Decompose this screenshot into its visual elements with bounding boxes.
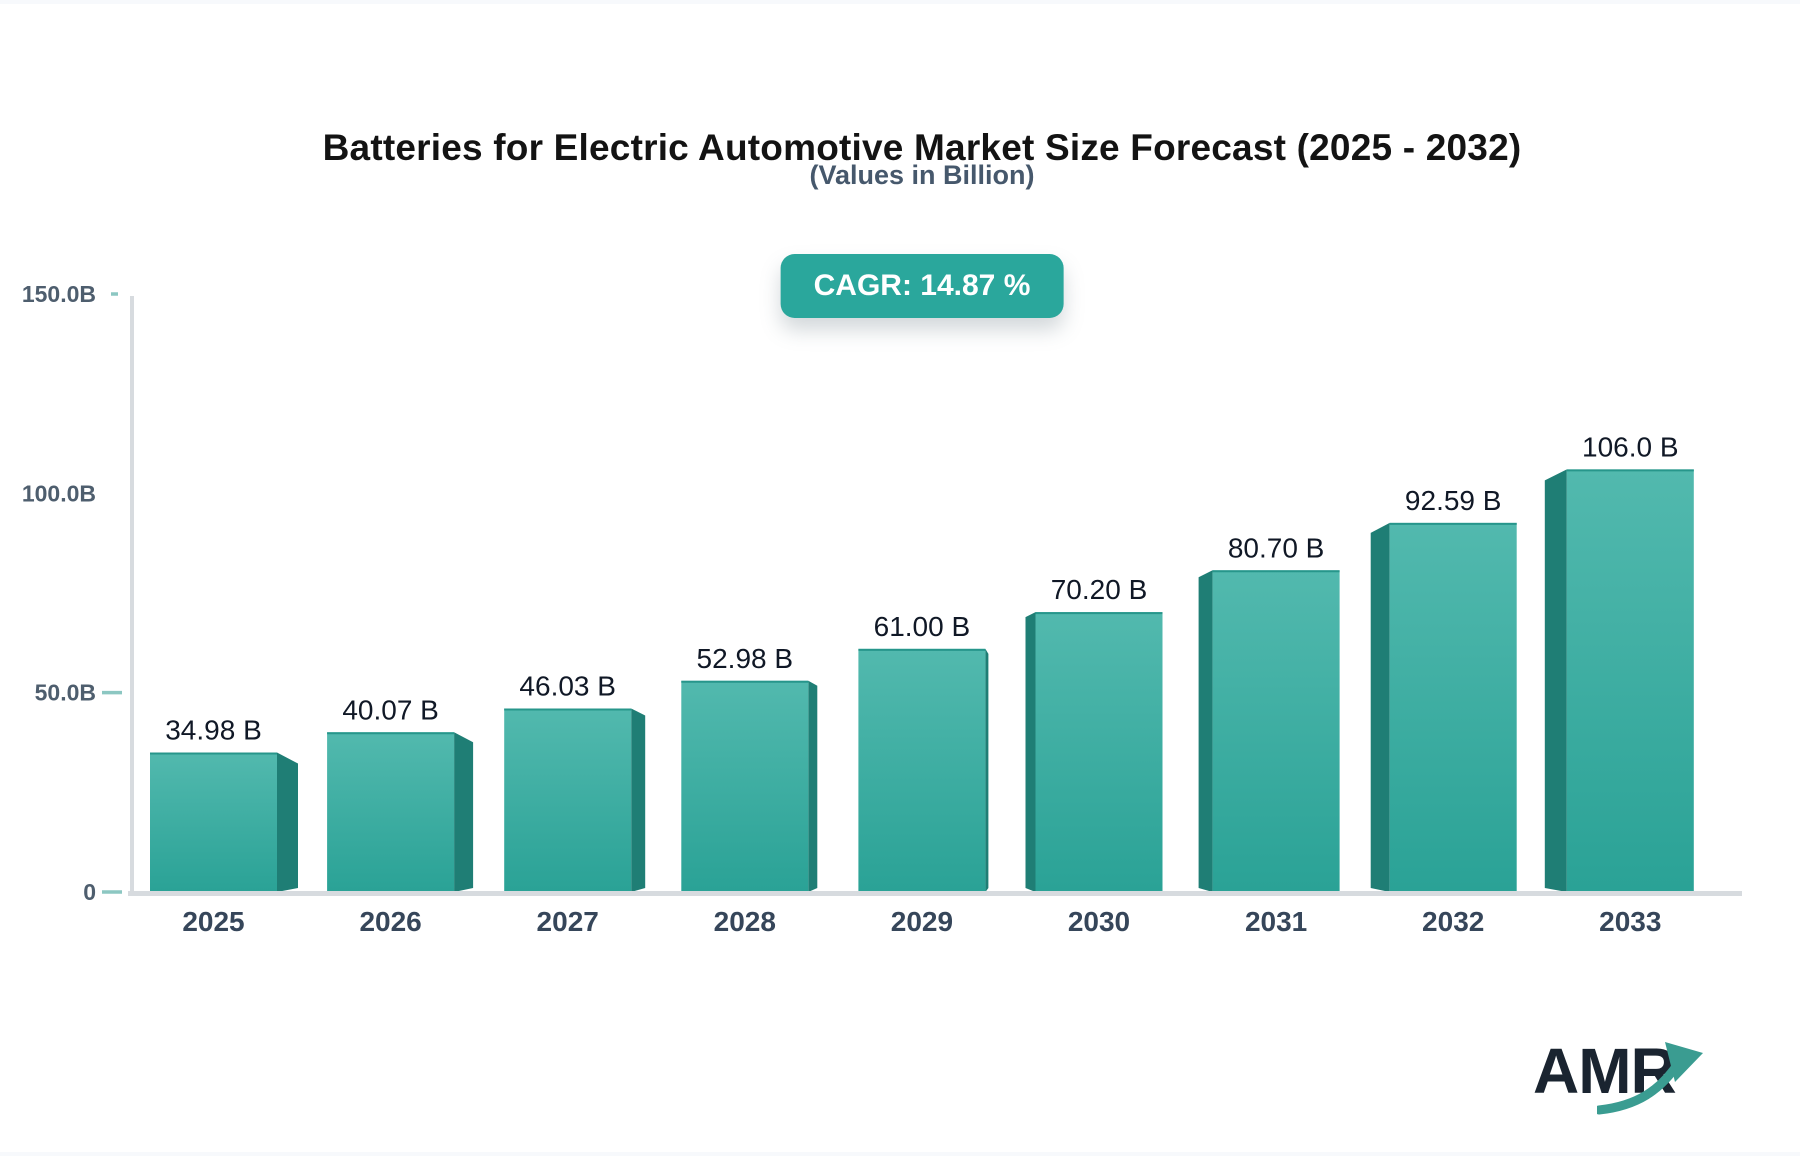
- chart-subtitle: (Values in Billion): [809, 160, 1035, 190]
- x-axis-label: 2032: [1422, 906, 1484, 937]
- amr-logo: AMR: [1533, 1034, 1763, 1124]
- bar-group-2032: 92.59 B 2032: [1370, 485, 1517, 937]
- bar-front-face: [858, 648, 986, 892]
- y-axis-label: 0: [83, 879, 96, 905]
- x-axis-label: 2028: [714, 906, 776, 937]
- x-axis-label: 2033: [1599, 906, 1661, 937]
- bar-side-face: [1198, 570, 1213, 892]
- growth-arrow-head: [1665, 1042, 1703, 1082]
- bar-group-2027: 46.03 B 2027: [504, 670, 646, 937]
- bar-group-2031: 80.70 B 2031: [1198, 532, 1340, 937]
- y-axis-label: 150.0B: [22, 281, 96, 307]
- y-axis-label: 50.0B: [35, 680, 96, 706]
- bar-chart-canvas: 0 50.0B 100.0B 150.0B 34.98 B 2025 40.07 B 2026…: [22, 281, 1742, 937]
- x-axis-label: 2030: [1068, 906, 1130, 937]
- bar-side-face: [1025, 612, 1036, 892]
- bar-front-face: [1566, 469, 1694, 892]
- bar-side-face: [985, 648, 989, 892]
- x-axis-label: 2031: [1245, 906, 1307, 937]
- bar-front-face: [150, 752, 277, 892]
- bar-value-label: 106.0 B: [1582, 431, 1679, 462]
- bar-side-face: [454, 732, 474, 892]
- bar-front-face: [1212, 570, 1340, 892]
- bar-value-label: 52.98 B: [697, 643, 794, 674]
- bar-value-label: 46.03 B: [519, 670, 616, 701]
- bar-side-face: [631, 708, 646, 892]
- bar-group-2029: 61.00 B 2029: [858, 611, 989, 937]
- bar-front-face: [681, 680, 809, 892]
- bar-group-2030: 70.20 B 2030: [1025, 574, 1163, 937]
- growth-arrow-shaft: [1597, 1057, 1684, 1115]
- bar-group-2028: 52.98 B 2028: [681, 643, 818, 937]
- bar-group-2033: 106.0 B 2033: [1544, 431, 1694, 937]
- y-axis-line: [130, 296, 134, 892]
- bar-value-label: 92.59 B: [1405, 485, 1502, 516]
- chart-title: Batteries for Electric Automotive Market…: [322, 126, 1522, 168]
- bar-group-2025: 34.98 B 2025: [150, 715, 298, 937]
- bar-front-face: [1389, 522, 1517, 892]
- bar-front-face: [327, 732, 455, 892]
- x-axis-label: 2029: [891, 906, 953, 937]
- x-axis-label: 2026: [359, 906, 421, 937]
- bar-side-face: [1370, 522, 1390, 892]
- cagr-badge: CAGR: 14.87 %: [780, 254, 1064, 318]
- x-axis-label: 2025: [182, 906, 244, 937]
- bar-group-2026: 40.07 B 2026: [327, 694, 474, 937]
- x-axis-line: [128, 891, 1742, 896]
- y-axis-label: 100.0B: [22, 480, 96, 506]
- bar-front-face: [1035, 612, 1163, 892]
- bar-value-label: 70.20 B: [1051, 574, 1148, 605]
- x-axis-label: 2027: [537, 906, 599, 937]
- bar-value-label: 80.70 B: [1228, 532, 1325, 563]
- bar-side-face: [277, 752, 298, 892]
- bar-value-label: 40.07 B: [342, 694, 439, 725]
- growth-arrow-icon: [1597, 1042, 1703, 1115]
- bar-side-face: [808, 680, 818, 892]
- bar-front-face: [504, 708, 632, 892]
- bar-value-label: 34.98 B: [165, 715, 262, 746]
- bar-side-face: [1544, 469, 1567, 892]
- bar-value-label: 61.00 B: [874, 611, 971, 642]
